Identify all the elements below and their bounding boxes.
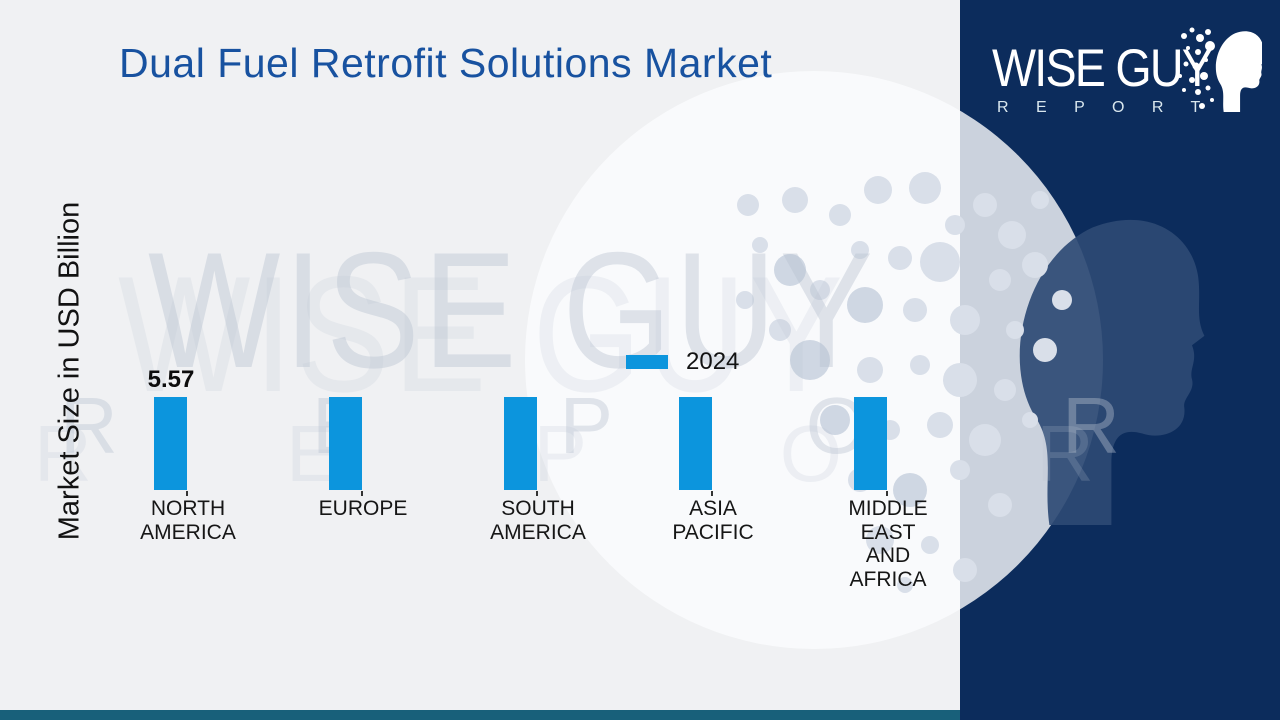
axis-tick (886, 491, 888, 496)
brand-logo-wordmark: WISE GUY (992, 39, 1213, 98)
footer-stripe (0, 710, 960, 720)
category-label: NORTH AMERICA (113, 497, 263, 544)
bars-area: 5.57 NORTH AMERICA EUROPE SOUTH AMERICA ASIA PA… (113, 366, 963, 591)
category-label-line: ASIA (689, 497, 737, 520)
category-label-line: AMERICA (140, 520, 236, 544)
category-label-line: AND (865, 544, 911, 567)
bar (154, 397, 187, 490)
axis-tick (536, 491, 538, 496)
bar (329, 397, 362, 490)
watermark-reports-echo: R E P O R T S (34, 409, 1280, 498)
category-label: MIDDLE EAST AND AFRICA (813, 497, 963, 591)
watermark-wiseguy-echo: WISE GUY (118, 242, 847, 426)
bar (504, 397, 537, 490)
axis-tick (186, 491, 188, 496)
watermark-wiseguy-text: WISE GUY (148, 218, 877, 402)
category-label-line: MIDDLE (848, 497, 928, 520)
category-label-line: EAST (860, 520, 916, 544)
category-label-line: PACIFIC (672, 520, 754, 544)
category-label-line: NORTH (150, 497, 226, 520)
legend: 2024 (626, 348, 739, 376)
bar (854, 397, 887, 490)
brand-logo-subtitle: R E P O R T S (997, 99, 1250, 116)
category-label-line: EUROPE (318, 497, 408, 520)
bar-value-label: 5.57 (147, 366, 195, 393)
axis-tick (711, 491, 713, 496)
legend-swatch-2024 (626, 355, 668, 369)
legend-year-label: 2024 (686, 348, 740, 375)
category-label-line: AFRICA (849, 567, 927, 591)
category-label: EUROPE (288, 497, 438, 521)
watermark-reports-text: R E P O R T S (60, 381, 1280, 470)
category-label: SOUTH AMERICA (463, 497, 613, 544)
axis-tick (361, 491, 363, 496)
brand-logo: WISE GUY R E P O R T S (992, 42, 1250, 117)
brand-logo-face-icon (1178, 27, 1262, 112)
category-label-line: AMERICA (490, 520, 586, 544)
bar (679, 397, 712, 490)
category-label: ASIA PACIFIC (638, 497, 788, 544)
category-label-line: SOUTH (501, 497, 575, 520)
chart-title: Dual Fuel Retrofit Solutions Market (119, 40, 773, 86)
